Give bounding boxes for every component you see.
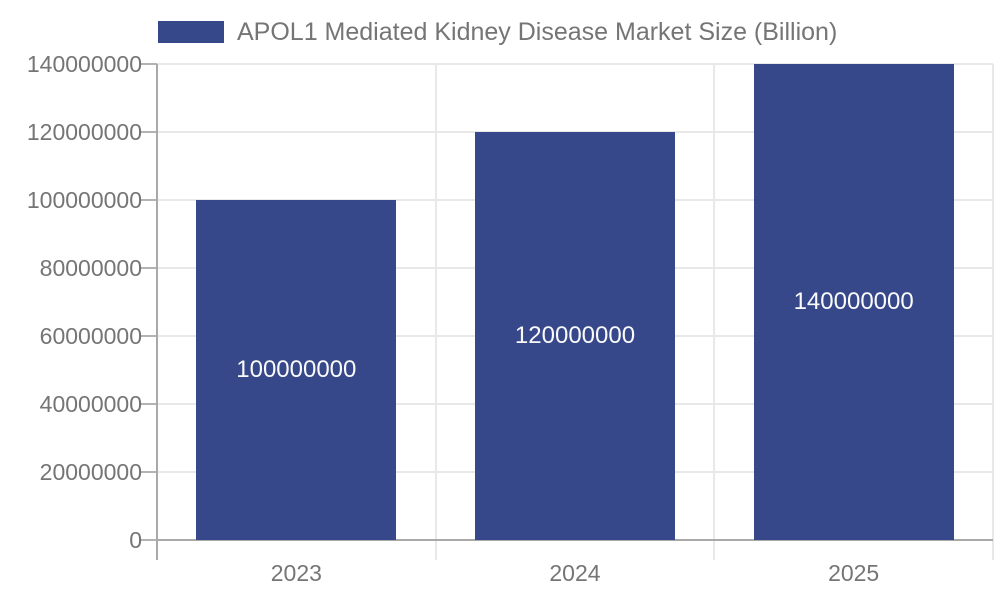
bar-value-label: 100000000 <box>236 356 357 383</box>
gridline-vertical <box>434 64 437 540</box>
y-axis-tick <box>139 199 157 201</box>
y-axis-tick <box>139 63 157 65</box>
x-axis-category-label: 2023 <box>270 560 322 586</box>
y-axis-tick <box>139 403 157 405</box>
legend-swatch <box>158 21 224 43</box>
legend-label: APOL1 Mediated Kidney Disease Market Siz… <box>237 18 838 46</box>
y-axis-tick-label: 100000000 <box>26 187 142 213</box>
y-axis-tick-label: 0 <box>129 527 142 553</box>
y-axis-tick-label: 20000000 <box>39 459 142 485</box>
gridline-vertical <box>713 64 716 540</box>
x-axis-line <box>157 539 993 541</box>
y-axis-tick-label: 80000000 <box>39 255 142 281</box>
y-axis-line <box>156 64 158 540</box>
chart-legend[interactable]: APOL1 Mediated Kidney Disease Market Siz… <box>158 18 837 46</box>
y-axis-tick-label: 60000000 <box>39 323 142 349</box>
x-axis-category-label: 2024 <box>549 560 601 586</box>
x-axis-tick <box>434 540 437 560</box>
x-axis-category-label: 2025 <box>828 560 880 586</box>
x-axis-tick <box>713 540 716 560</box>
y-axis-tick <box>139 539 157 541</box>
bar-value-label: 140000000 <box>793 288 914 315</box>
y-axis-tick <box>139 131 157 133</box>
y-axis-tick <box>139 471 157 473</box>
y-axis-tick-label: 40000000 <box>39 391 142 417</box>
y-axis-tick-label: 120000000 <box>26 119 142 145</box>
y-axis-tick <box>139 267 157 269</box>
bar-2025[interactable] <box>753 64 954 540</box>
bar-2024[interactable] <box>475 132 675 540</box>
bar-2023[interactable] <box>196 200 397 540</box>
gridline-vertical <box>992 64 994 540</box>
x-axis-tick <box>156 540 158 560</box>
y-axis-tick-label: 140000000 <box>26 51 142 77</box>
gridline-horizontal <box>157 63 993 65</box>
x-axis-tick <box>992 540 994 560</box>
bar-value-label: 120000000 <box>514 322 636 349</box>
y-axis-tick <box>139 335 157 337</box>
